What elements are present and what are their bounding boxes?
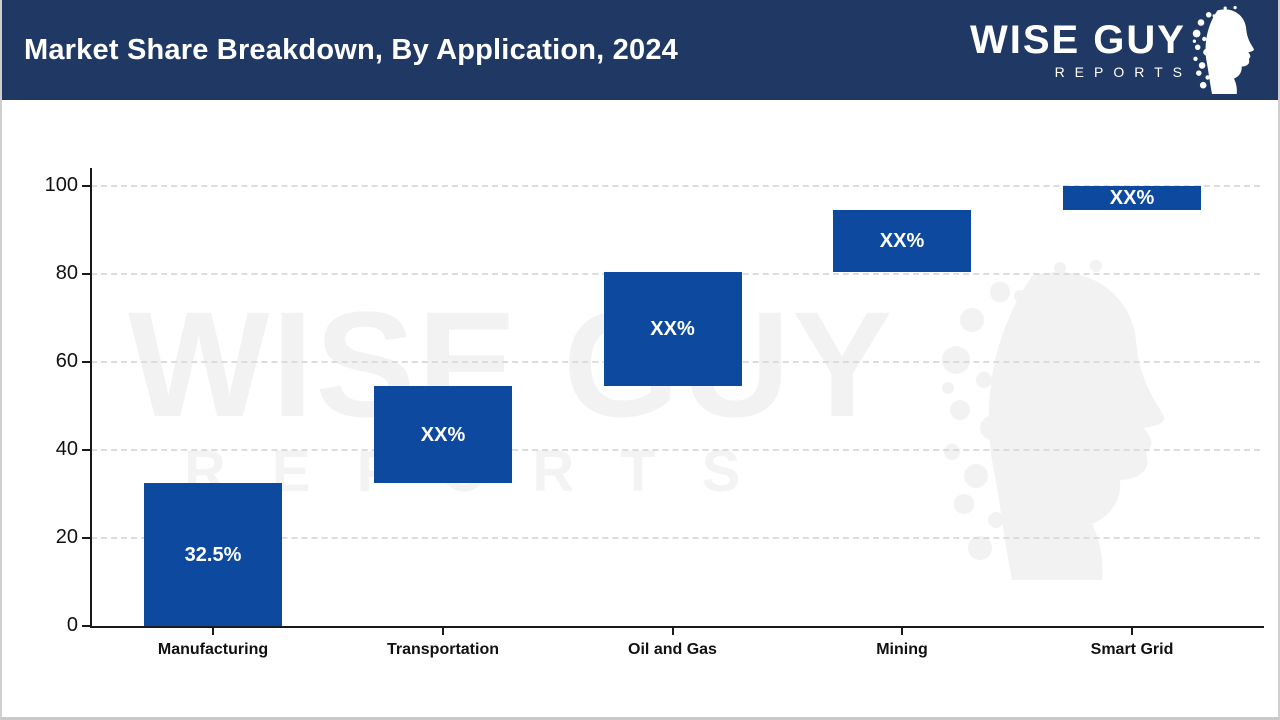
y-tick-mark-60 <box>82 361 90 363</box>
brand-subtitle: REPORTS <box>1054 64 1192 80</box>
y-tick-mark-0 <box>82 625 90 627</box>
y-tick-label-0: 0 <box>66 614 78 636</box>
brand-name: WISE GUY <box>969 18 1186 62</box>
header-bar: Market Share Breakdown, By Application, … <box>2 0 1278 100</box>
x-category-label-transportation: Transportation <box>386 641 499 658</box>
y-axis-line <box>90 168 92 628</box>
y-tick-label-40: 40 <box>55 438 78 460</box>
y-tick-label-20: 20 <box>55 526 78 548</box>
bar-value-label-mining: XX% <box>879 229 925 252</box>
x-category-label-smart-grid: Smart Grid <box>1090 641 1174 658</box>
gridline-20 <box>91 537 1260 539</box>
bar-oil-and-gas: XX% <box>603 271 742 387</box>
y-tick-label-60: 60 <box>55 350 78 372</box>
x-category-label-oil-and-gas: Oil and Gas <box>628 641 717 658</box>
x-tick-mark-mining <box>901 627 903 635</box>
y-tick-label-100: 100 <box>44 174 78 196</box>
brand-logo: WISE GUY REPORTS <box>970 6 1256 94</box>
bar-value-label-manufacturing: 32.5% <box>184 543 242 566</box>
x-tick-mark-transportation <box>442 627 444 635</box>
page-title: Market Share Breakdown, By Application, … <box>24 33 678 66</box>
gridline-40 <box>91 449 1260 451</box>
bar-value-label-oil-and-gas: XX% <box>650 317 695 340</box>
y-tick-mark-40 <box>82 449 90 451</box>
bar-smart-grid: XX% <box>1063 186 1201 211</box>
x-category-label-mining: Mining <box>876 641 928 658</box>
bar-mining: XX% <box>833 210 971 272</box>
bar-value-label-transportation: XX% <box>420 423 466 446</box>
brand-text: WISE GUY REPORTS <box>970 20 1186 80</box>
chart-area: WISE GUY REPORTS 02040608010032.5%Manufa… <box>2 100 1278 717</box>
x-tick-mark-manufacturing <box>212 627 214 635</box>
gridline-100 <box>91 185 1260 187</box>
wiseguy-face-icon <box>1192 6 1254 94</box>
bar-manufacturing: 32.5% <box>144 483 282 626</box>
y-tick-mark-80 <box>82 273 90 275</box>
x-category-label-manufacturing: Manufacturing <box>157 641 269 658</box>
y-tick-label-80: 80 <box>55 262 78 284</box>
y-tick-mark-100 <box>82 185 90 187</box>
x-tick-mark-oil-and-gas <box>671 627 674 635</box>
x-tick-mark-smart-grid <box>1131 627 1133 635</box>
plot: 0 20 40 60 80 100 32.5% Manufacturing XX% Transpo… <box>2 100 1278 717</box>
bar-value-label-smart-grid: XX% <box>1109 187 1155 210</box>
x-axis-line <box>90 626 1264 628</box>
y-tick-mark-20 <box>82 537 90 539</box>
watermark-face-icon <box>942 260 1165 580</box>
bar-transportation: XX% <box>374 386 512 483</box>
